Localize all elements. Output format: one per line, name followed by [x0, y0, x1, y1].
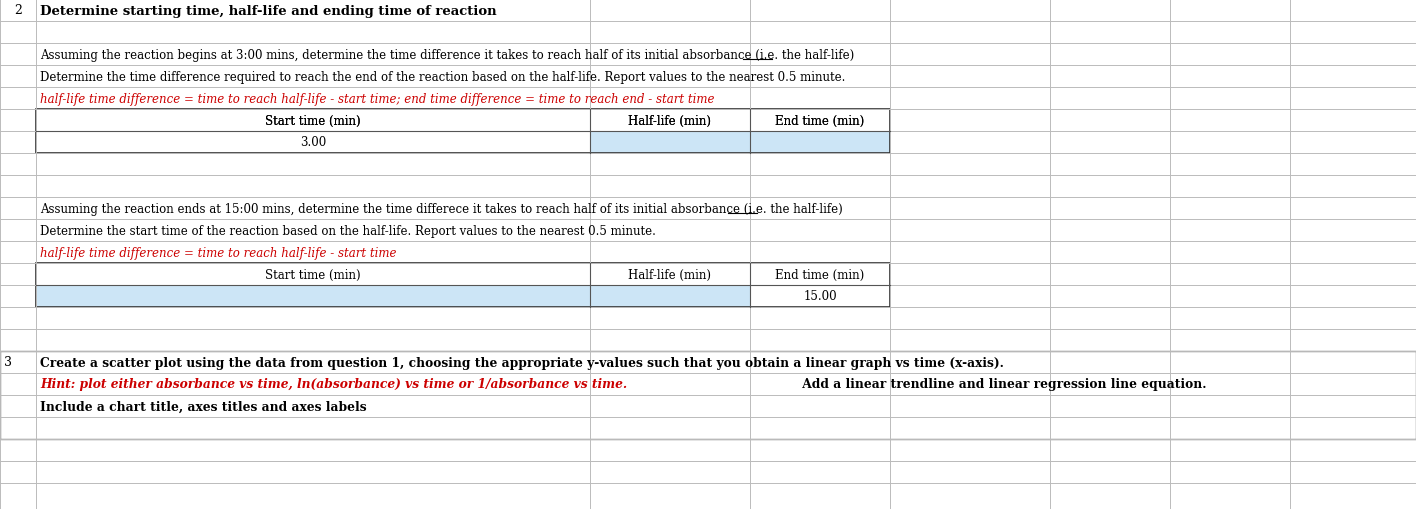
Text: Half-life (min): Half-life (min) [629, 115, 711, 127]
Bar [750, 286, 891, 307]
Text: Half-life (min): Half-life (min) [629, 268, 711, 281]
Text: 3: 3 [4, 356, 11, 369]
Text: 3.00: 3.00 [300, 136, 326, 149]
Text: Half-life (min): Half-life (min) [629, 115, 711, 127]
Text: End time (min): End time (min) [776, 268, 865, 281]
Bar [35, 110, 891, 154]
Bar [590, 132, 750, 154]
Text: End time (min): End time (min) [776, 115, 865, 127]
Text: Start time (min): Start time (min) [265, 115, 361, 127]
Text: Create a scatter plot using the data from question 1, choosing the appropriate y: Create a scatter plot using the data fro… [40, 356, 1004, 369]
Text: Hint: plot either absorbance vs time, ln(absorbance) vs time or 1/absorbance vs : Hint: plot either absorbance vs time, ln… [40, 378, 627, 391]
Text: 15.00: 15.00 [803, 290, 837, 303]
Bar [35, 110, 891, 132]
Text: Start time (min): Start time (min) [265, 268, 361, 281]
Text: Include a chart title, axes titles and axes labels: Include a chart title, axes titles and a… [40, 400, 367, 413]
Text: Start time (min): Start time (min) [265, 115, 361, 127]
Text: half-life time difference = time to reach half-life - start time; end time diffe: half-life time difference = time to reac… [40, 92, 715, 105]
Text: half-life time difference = time to reach half-life - start time: half-life time difference = time to reac… [40, 246, 396, 259]
Text: Add a linear trendline and linear regression line equation.: Add a linear trendline and linear regres… [797, 378, 1206, 391]
Bar [35, 132, 590, 154]
Bar [590, 286, 750, 307]
Text: 2: 2 [14, 5, 21, 17]
Bar [750, 132, 891, 154]
Bar [35, 264, 891, 307]
Text: Assuming the reaction begins at 3:00 mins, determine the time difference it take: Assuming the reaction begins at 3:00 min… [40, 48, 854, 62]
Text: Determine starting time, half-life and ending time of reaction: Determine starting time, half-life and e… [40, 5, 497, 17]
Bar [35, 286, 590, 307]
Text: End time (min): End time (min) [776, 115, 865, 127]
Text: Assuming the reaction ends at 15:00 mins, determine the time differece it takes : Assuming the reaction ends at 15:00 mins… [40, 202, 843, 215]
Bar [0, 351, 1416, 439]
Bar [35, 264, 891, 286]
Text: Determine the start time of the reaction based on the half-life. Report values t: Determine the start time of the reaction… [40, 224, 656, 237]
Text: Determine the time difference required to reach the end of the reaction based on: Determine the time difference required t… [40, 70, 845, 83]
